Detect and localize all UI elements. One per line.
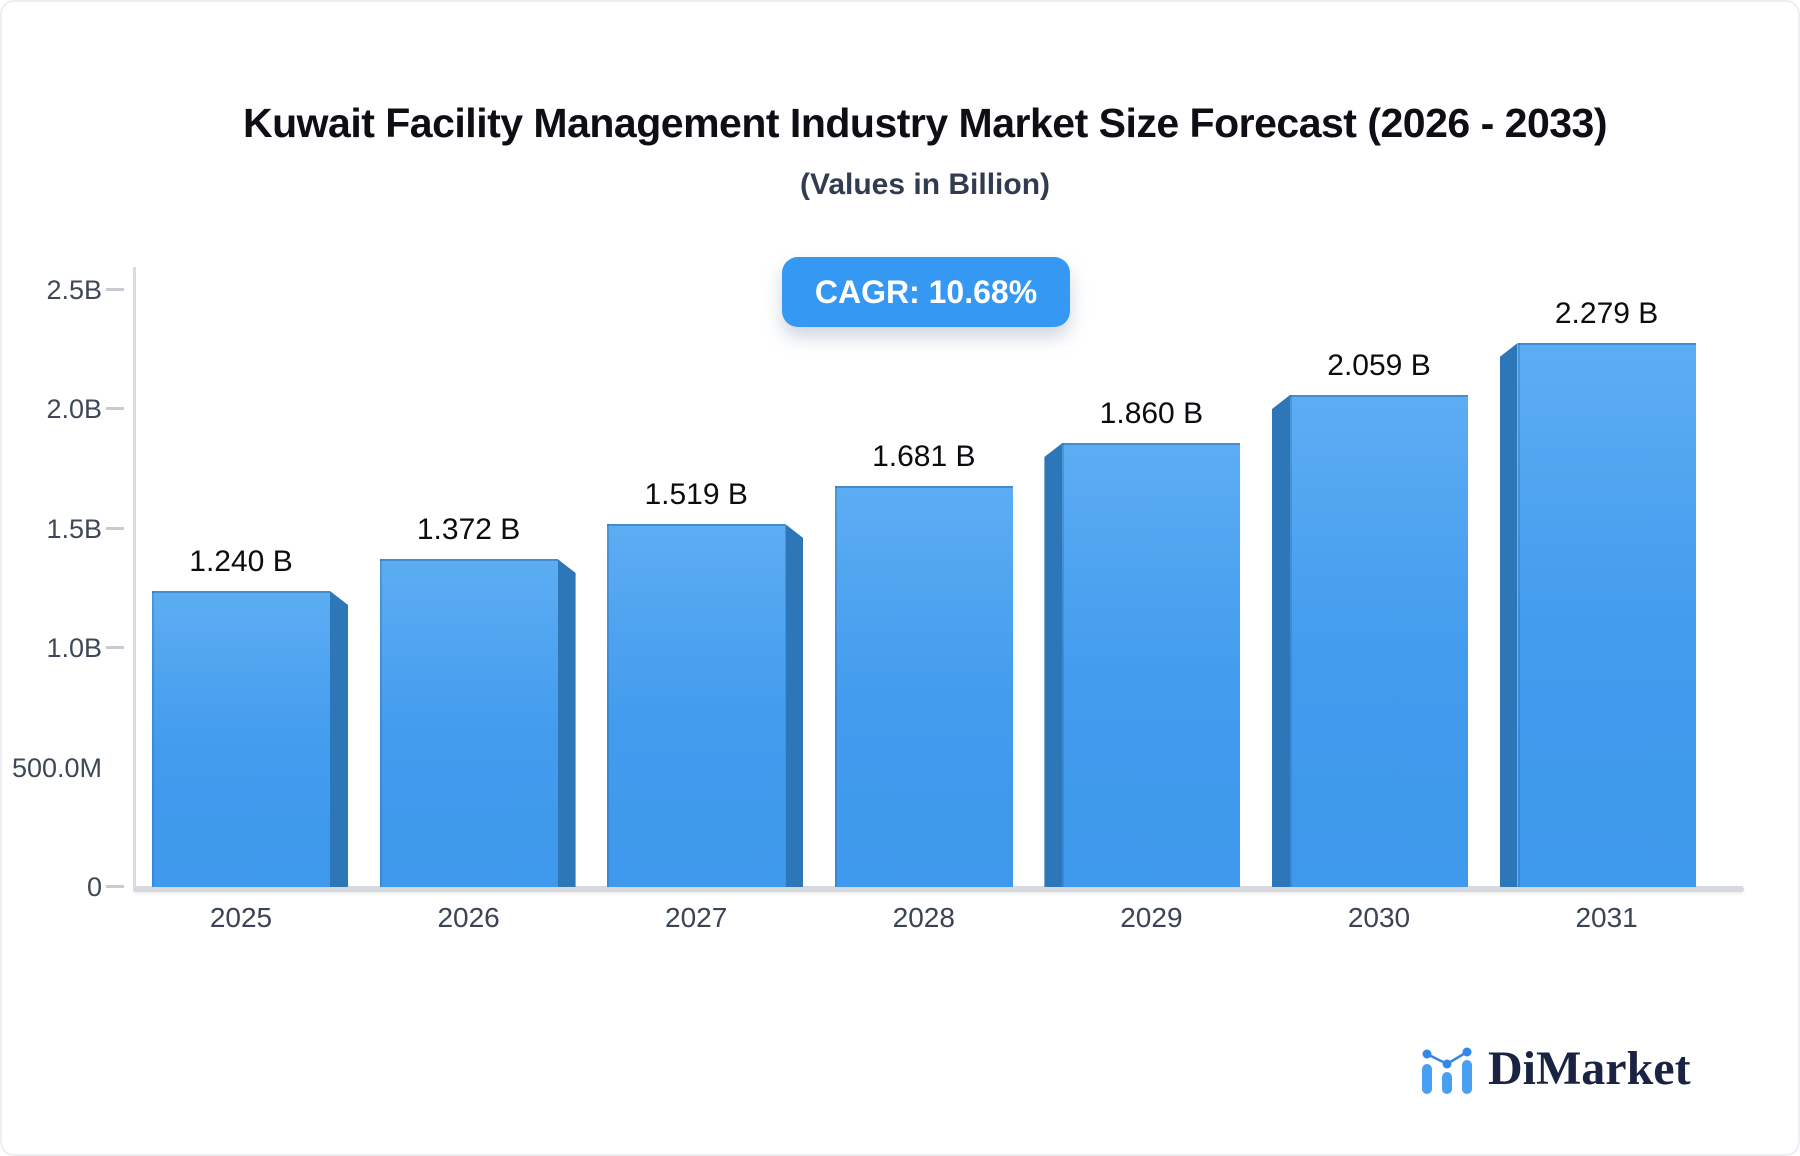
- x-axis-label: 2027: [665, 902, 728, 933]
- bar-face: [152, 591, 330, 887]
- bar-side: [1272, 395, 1290, 887]
- x-axis-label: 2026: [437, 902, 500, 933]
- bar-side: [785, 524, 804, 887]
- chart-subtitle: (Values in Billion): [799, 168, 1051, 201]
- y-tick-label: 2.0B: [46, 394, 102, 425]
- x-axis-label: 2030: [1347, 902, 1411, 933]
- x-axis-label: 2031: [1575, 902, 1638, 933]
- bar-value-label: 1.372 B: [416, 513, 521, 546]
- y-tick-label: 1.5B: [46, 513, 102, 544]
- chart-title: Kuwait Facility Management Industry Mark…: [242, 100, 1608, 146]
- y-tick-label: 500.0M: [11, 752, 102, 783]
- y-tick-dash: [106, 407, 124, 411]
- logo-text: DiMarket: [1488, 1042, 1691, 1095]
- mini-bar-chart-icon: [1422, 1047, 1472, 1094]
- brand-logo: DiMarket: [1420, 1040, 1691, 1098]
- x-axis-label: 2029: [1120, 902, 1183, 933]
- bar-side: [330, 591, 348, 887]
- bar-face: [834, 486, 1013, 887]
- y-tick-label: 1.0B: [46, 633, 102, 664]
- y-tick-label: 0: [86, 872, 102, 902]
- x-axis-label: 2025: [209, 902, 273, 933]
- bar-value-label: 1.681 B: [872, 440, 976, 473]
- y-tick-dash: [106, 646, 124, 650]
- bar-side: [1044, 443, 1063, 887]
- bar-value-label: 2.279 B: [1554, 297, 1659, 330]
- y-axis-line: [133, 267, 136, 889]
- y-tick-dash: [106, 526, 124, 530]
- x-axis-label: 2028: [892, 902, 955, 933]
- bar-face: [1517, 343, 1696, 887]
- y-tick-label: 2.5B: [46, 275, 102, 305]
- bar-value-label: 1.519 B: [644, 478, 748, 511]
- bar-side: [557, 559, 576, 887]
- bar-face: [1062, 443, 1241, 887]
- y-tick-dash: [106, 885, 124, 888]
- bar-value-label: 2.059 B: [1327, 349, 1431, 382]
- x-axis-line: [133, 886, 1744, 892]
- y-tick-dash: [106, 288, 124, 291]
- bar-face: [379, 559, 558, 887]
- bar-face: [1290, 395, 1468, 887]
- bar-value-label: 1.860 B: [1099, 397, 1204, 430]
- bar-face: [607, 524, 786, 887]
- bar-side: [1499, 343, 1518, 887]
- bar-value-label: 1.240 B: [189, 545, 293, 578]
- cagr-badge: CAGR: 10.68%: [782, 257, 1070, 327]
